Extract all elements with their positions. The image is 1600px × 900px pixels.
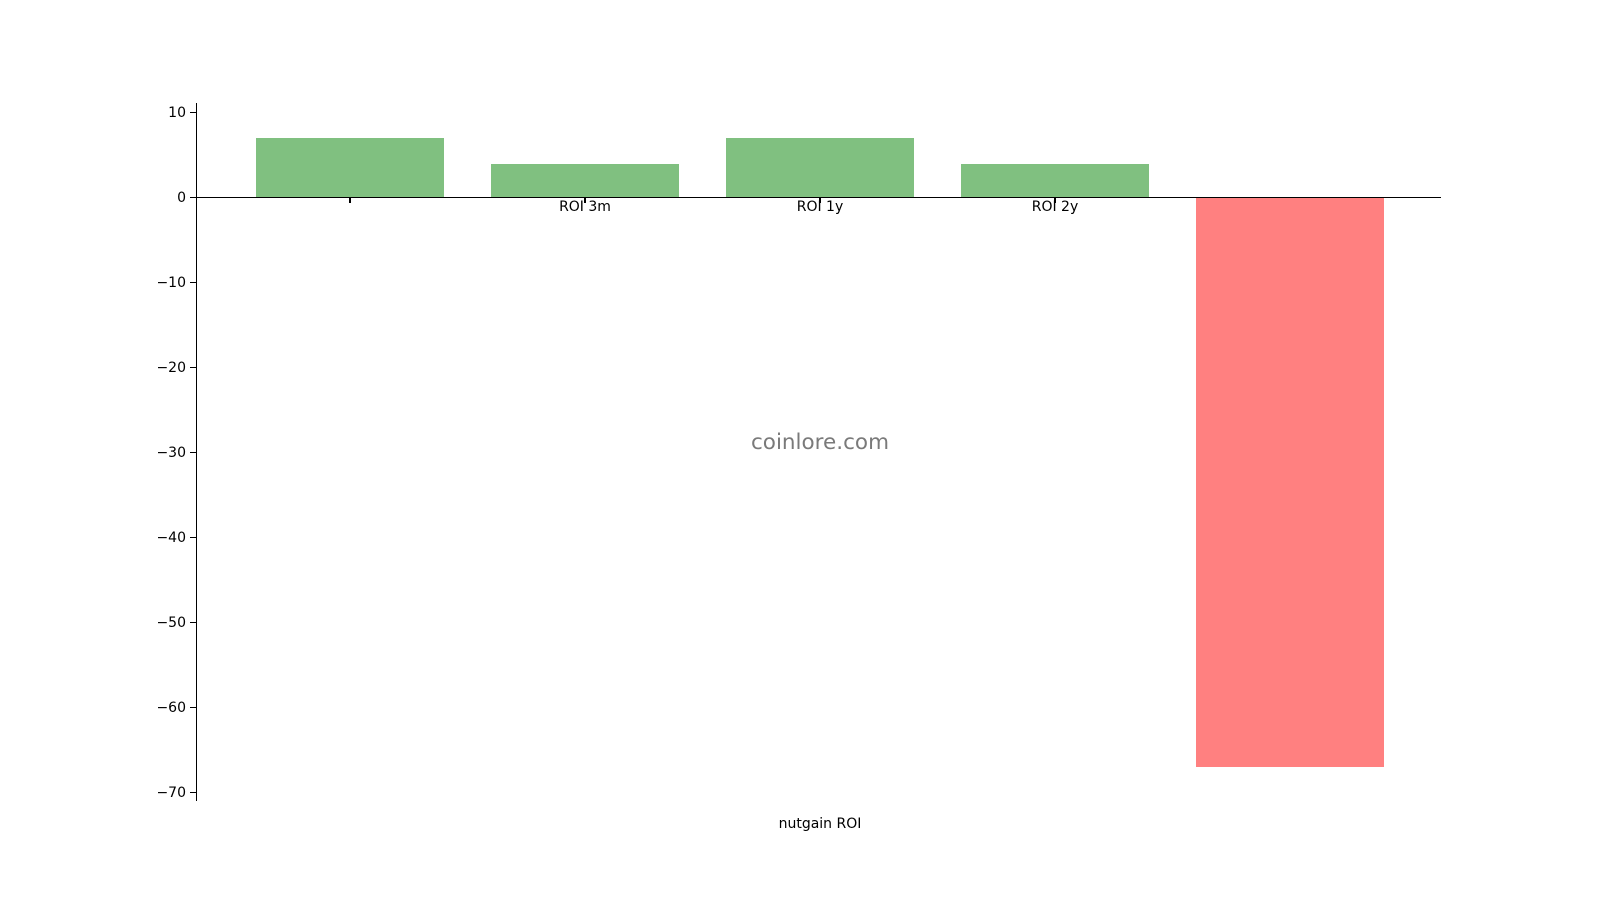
y-tick-label: −50: [156, 614, 186, 631]
y-tick-label: −20: [156, 359, 186, 376]
y-tick-label: −70: [156, 784, 186, 801]
x-tick: [584, 198, 586, 203]
bar: [726, 138, 914, 198]
y-tick: [189, 196, 196, 199]
x-tick-label: ROI 3m: [559, 198, 611, 215]
y-tick-label: −60: [156, 699, 186, 716]
y-tick: [189, 791, 196, 794]
y-axis-line: [195, 103, 197, 801]
x-axis-line: [195, 196, 1441, 199]
y-tick: [189, 621, 196, 624]
bar: [1196, 197, 1384, 767]
y-tick: [189, 706, 196, 709]
y-tick-label: 0: [177, 189, 186, 206]
x-axis-title: nutgain ROI: [778, 816, 862, 832]
y-tick-label: −40: [156, 529, 186, 546]
y-tick: [189, 366, 196, 369]
bar: [256, 138, 444, 198]
x-tick-label: ROI 1y: [796, 198, 844, 215]
watermark-text: coinlore.com: [750, 430, 890, 455]
x-tick-label: ROI 2y: [1031, 198, 1079, 215]
y-tick-label: 10: [168, 104, 186, 121]
y-tick-label: −30: [156, 444, 186, 461]
y-tick-label: −10: [156, 274, 186, 291]
bar: [491, 164, 679, 198]
x-tick: [349, 198, 351, 203]
bar: [961, 164, 1149, 198]
x-tick: [819, 198, 821, 203]
y-tick: [189, 451, 196, 454]
y-tick: [189, 111, 196, 114]
y-tick: [189, 536, 196, 539]
y-tick: [189, 281, 196, 284]
x-tick: [1054, 198, 1056, 203]
